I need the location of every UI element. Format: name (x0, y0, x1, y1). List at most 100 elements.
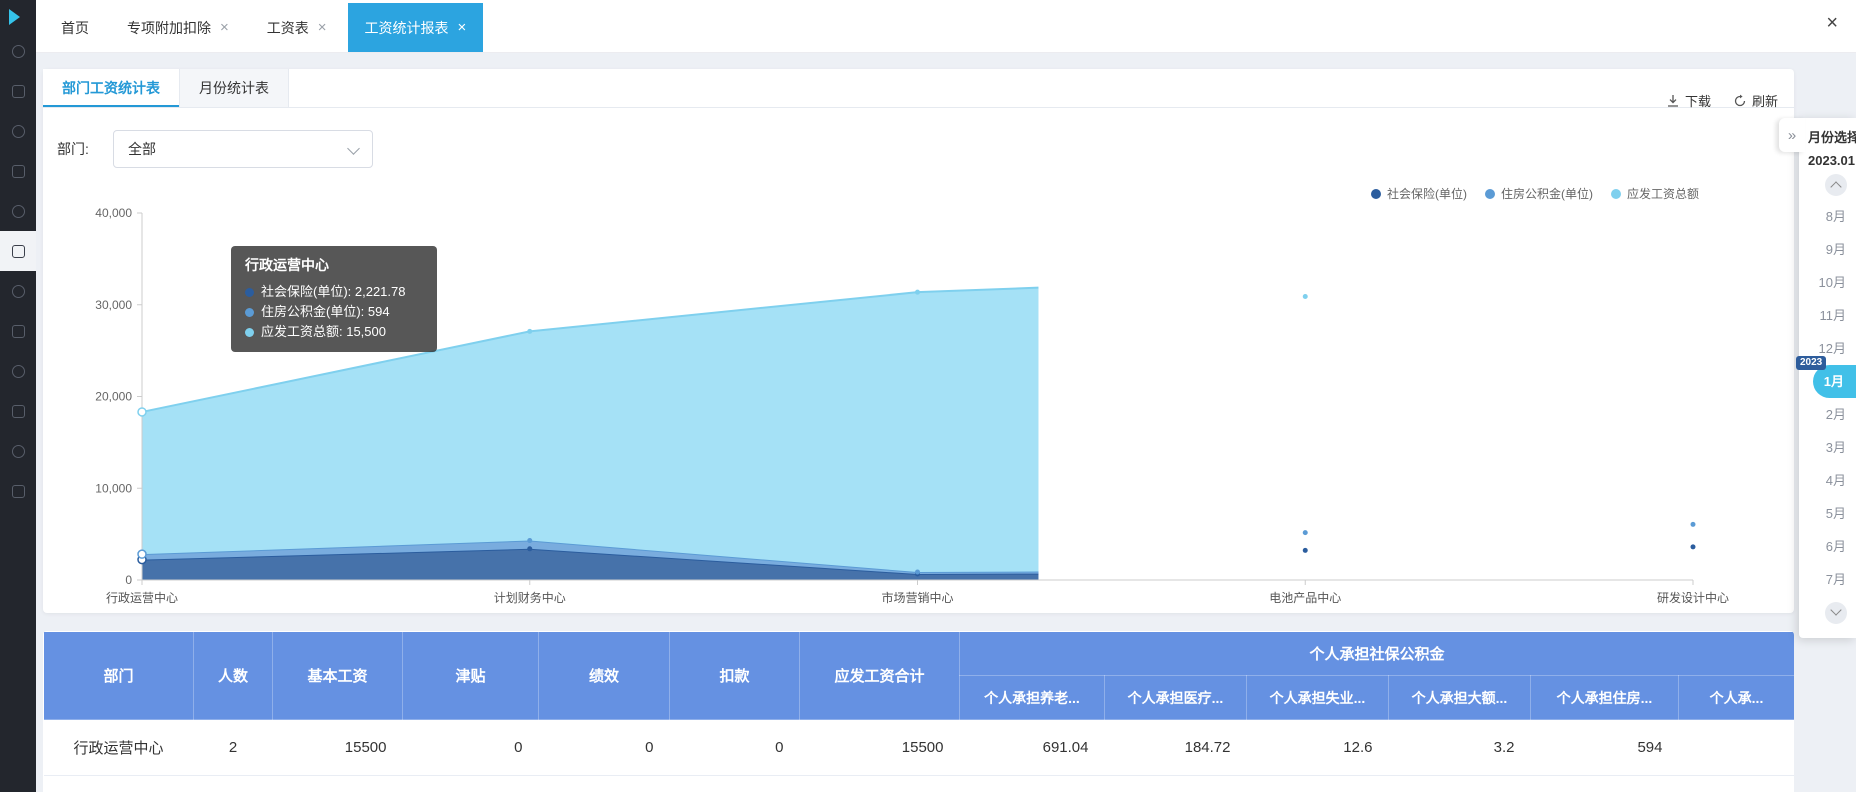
table-cell: 594 (1530, 719, 1679, 776)
nav-icon-12 (11, 484, 25, 498)
month-item[interactable]: 2月 (1825, 407, 1846, 422)
month-item[interactable]: 9月 (1825, 242, 1846, 257)
open-tabs: 首页 专项附加扣除 × 工资表 × 工资统计报表 × (44, 0, 487, 52)
svg-text:市场营销中心: 市场营销中心 (881, 590, 953, 605)
legend-item[interactable]: 社会保险(单位) (1370, 185, 1467, 202)
month-item[interactable]: 10月 (1818, 275, 1846, 290)
sidebar-item[interactable] (0, 311, 36, 351)
tab-close-icon[interactable]: × (220, 19, 229, 36)
legend-label: 社会保险(单位) (1386, 187, 1467, 201)
report-toolbar: 下载 刷新 (1666, 91, 1778, 110)
table-cell: 0 (402, 719, 539, 776)
tab-close-icon[interactable]: × (457, 19, 467, 36)
table-cell: 277.08 (1104, 775, 1247, 792)
month-item[interactable]: 1月 2023 (1796, 356, 1856, 398)
sidebar-item[interactable] (0, 111, 36, 151)
table-cell: 691.04 (959, 719, 1105, 776)
table-row: 行政运营中心 2 15500 0 0 0 15500 691.04 184.72 12.6 3.2 5… (43, 719, 1794, 776)
month-item[interactable]: 4月 (1825, 473, 1846, 488)
month-item[interactable]: 11月 (1819, 308, 1847, 323)
close-icon[interactable]: × (1826, 12, 1838, 34)
nav-icon-7 (11, 284, 25, 298)
svg-text:20,000: 20,000 (95, 390, 132, 404)
table-cell: 930 (1530, 775, 1679, 792)
group-column-header: 个人承担社保公积金 (958, 631, 1794, 676)
sub-column-header: 个人承担医疗... (1104, 675, 1247, 720)
month-item[interactable]: 12月 (1818, 341, 1846, 356)
table-cell: 0 (538, 719, 670, 776)
column-header: 津贴 (402, 631, 539, 720)
sidebar-item[interactable] (0, 271, 36, 311)
table-cell: 22800 (799, 775, 960, 792)
tab-label: 工资表 (266, 19, 309, 36)
legend-label: 住房公积金(单位) (1500, 187, 1593, 201)
sidebar-item[interactable] (0, 231, 36, 271)
month-item[interactable]: 3月 (1825, 440, 1846, 455)
table-cell: 1036.56 (959, 775, 1105, 792)
table-cell: 15500 (272, 719, 403, 776)
column-header: 绩效 (538, 631, 670, 720)
report-tab-1[interactable]: 部门工资统计表 (43, 69, 180, 107)
report-tab-2[interactable]: 月份统计表 (180, 69, 289, 107)
column-header: 扣款 (669, 631, 800, 720)
sidebar-item[interactable] (0, 471, 36, 511)
sidebar-item[interactable] (0, 351, 36, 391)
department-filter-label: 部门: (57, 141, 89, 157)
table-cell: 0 (669, 719, 800, 776)
scroll-down-button[interactable] (1825, 602, 1847, 624)
panel-collapse-button[interactable]: » (1779, 118, 1805, 152)
department-select[interactable]: 全部 (113, 130, 373, 168)
column-header: 部门 (43, 631, 194, 720)
month-item[interactable]: 5月 (1825, 506, 1846, 521)
legend-dot-icon (1370, 188, 1381, 199)
tab-label: 专项附加扣除 (127, 19, 211, 36)
sidebar-item[interactable] (0, 31, 36, 71)
table-cell (1678, 775, 1794, 792)
legend-item[interactable]: 住房公积金(单位) (1484, 185, 1593, 202)
table-cell: 12.6 (1246, 719, 1389, 776)
month-item[interactable]: 8月 (1825, 209, 1846, 224)
month-panel: » 月份选择 2023.01 8月 9月 10月 11月 12月 1月 2023 2月 3月 4月… (1779, 118, 1856, 638)
table-cell: 0 (669, 775, 800, 792)
scroll-up-button[interactable] (1825, 174, 1847, 196)
sub-column-header: 个人承担住房... (1530, 675, 1679, 720)
sub-column-header: 个人承... (1677, 675, 1794, 720)
sidebar-item[interactable] (0, 191, 36, 231)
select-value: 全部 (128, 141, 156, 157)
tab-close-icon[interactable]: × (317, 19, 327, 36)
table-cell: 0 (402, 775, 539, 792)
tab-1[interactable]: 首页 (44, 3, 106, 52)
legend-label: 应发工资总额 (1626, 187, 1699, 201)
month-item[interactable]: 7月 (1825, 572, 1846, 587)
table-cell: 2 (193, 719, 273, 776)
table-cell: 22800 (272, 775, 403, 792)
left-sidebar (0, 0, 36, 792)
legend-dot-icon (1610, 188, 1621, 199)
download-button[interactable]: 下载 (1666, 91, 1711, 110)
refresh-button[interactable]: 刷新 (1733, 91, 1778, 110)
svg-text:30,000: 30,000 (95, 298, 132, 312)
month-panel-year: 2023.01 (1808, 153, 1855, 168)
sidebar-item[interactable] (0, 151, 36, 191)
month-item[interactable]: 6月 (1825, 539, 1846, 554)
download-label: 下载 (1684, 94, 1711, 109)
column-header: 基本工资 (272, 631, 403, 720)
nav-icon-2 (11, 84, 25, 98)
sidebar-item[interactable] (0, 71, 36, 111)
sidebar-item[interactable] (0, 391, 36, 431)
sub-column-header: 个人承担养老... (959, 675, 1105, 720)
svg-text:40,000: 40,000 (95, 206, 132, 220)
table-cell: 3.2 (1388, 719, 1531, 776)
table-cell: 行政运营中心 (43, 719, 194, 776)
refresh-label: 刷新 (1751, 94, 1778, 109)
svg-text:电池产品中心: 电池产品中心 (1269, 590, 1341, 605)
salary-area-chart: 0 10,000 20,000 30,000 40,000 行政运营中心 计划财务中心 市场营… (95, 206, 1729, 605)
legend-item[interactable]: 应发工资总额 (1610, 185, 1699, 202)
tab-label: 首页 (61, 19, 89, 36)
svg-text:10,000: 10,000 (95, 481, 132, 495)
sub-column-header: 个人承担失业... (1246, 675, 1389, 720)
tab-4[interactable]: 工资统计报表 × (347, 3, 484, 52)
tab-2[interactable]: 专项附加扣除 × (110, 3, 246, 52)
sidebar-item[interactable] (0, 431, 36, 471)
tab-3[interactable]: 工资表 × (250, 3, 344, 52)
